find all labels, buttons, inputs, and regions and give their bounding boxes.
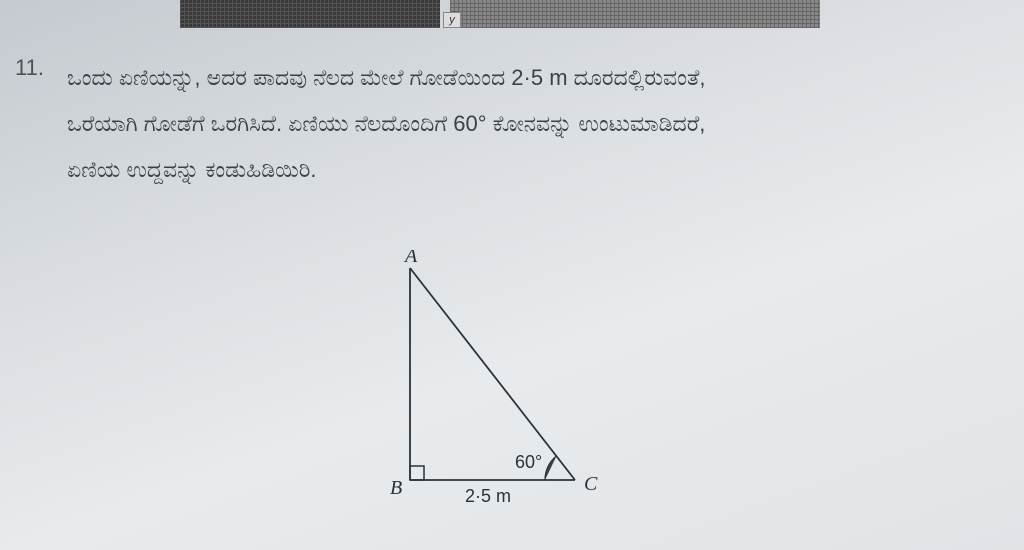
vertex-A-label: A: [403, 250, 418, 267]
question-line-3: ಏಣಿಯ ಉದ್ದವನ್ನು ಕಂಡುಹಿಡಿಯಿರಿ.: [67, 147, 984, 193]
graph-paper-header: [180, 0, 820, 28]
triangle-diagram: A B C 60° 2·5 m: [350, 250, 630, 530]
triangle-svg: A B C 60° 2·5 m: [350, 250, 630, 530]
question-text: ಒಂದು ಏಣಿಯನ್ನು, ಅದರ ಪಾದವು ನೆಲದ ಮೇಲೆ ಗೋಡೆಯ…: [67, 55, 984, 194]
question-line-2: ಒರೆಯಾಗಿ ಗೋಡೆಗೆ ಒರಗಿಸಿದೆ. ಏಣಿಯು ನೆಲದೊಂದಿಗ…: [67, 101, 984, 147]
vertex-C-label: C: [584, 473, 598, 495]
angle-arc: [545, 456, 557, 480]
question-number: 11.: [15, 55, 44, 81]
right-angle-box: [410, 466, 424, 480]
question-block: 11. ಒಂದು ಏಣಿಯನ್ನು, ಅದರ ಪಾದವು ನೆಲದ ಮೇಲೆ ಗ…: [15, 55, 984, 194]
graph-paper-left: [180, 0, 440, 28]
y-axis-marker: y: [443, 12, 461, 28]
base-length-label: 2·5 m: [465, 486, 511, 506]
graph-paper-right: [450, 0, 820, 28]
vertex-B-label: B: [390, 477, 402, 499]
angle-C-label: 60°: [515, 452, 542, 472]
side-AC: [410, 268, 575, 480]
question-line-1: ಒಂದು ಏಣಿಯನ್ನು, ಅದರ ಪಾದವು ನೆಲದ ಮೇಲೆ ಗೋಡೆಯ…: [67, 55, 984, 101]
